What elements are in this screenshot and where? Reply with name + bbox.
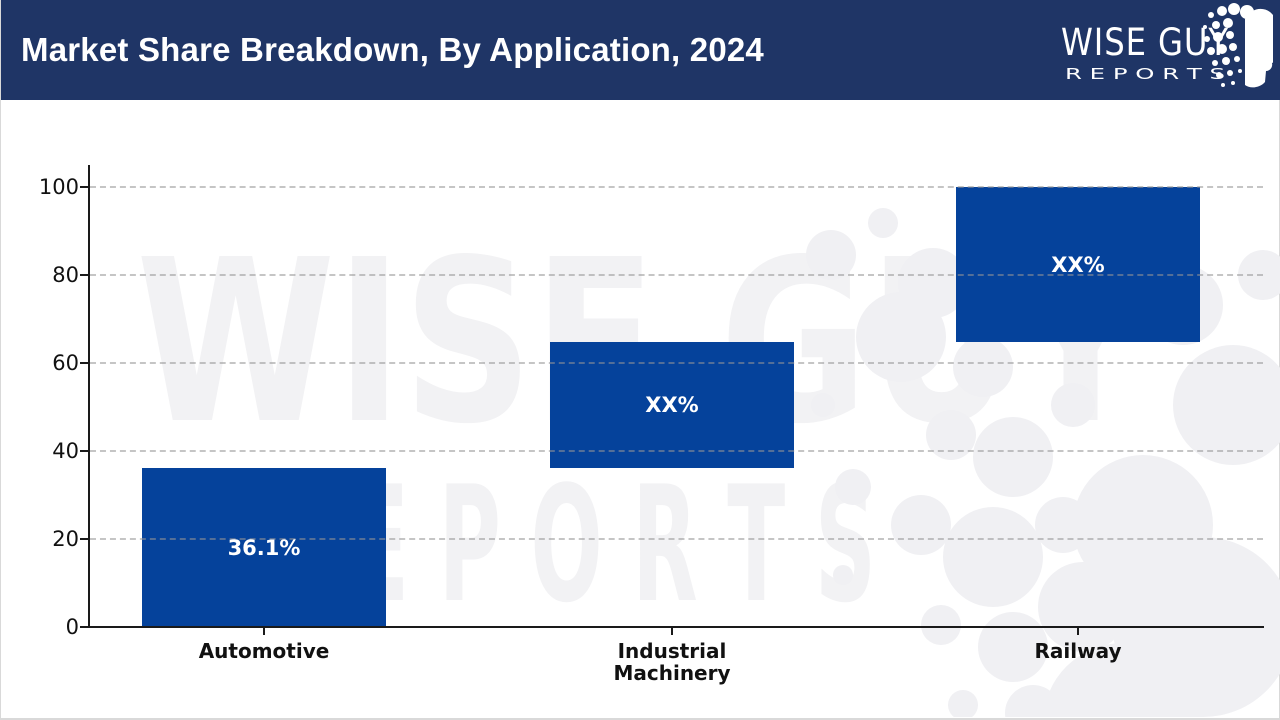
y-tick-label-0: 0 — [65, 615, 79, 639]
bar-automotive — [142, 468, 386, 627]
wiseguy-reports-logo: WISE GUY R E P O R T S — [1061, 3, 1273, 88]
bar-value-label-industrial-machinery: XX% — [645, 393, 699, 417]
y-tick-label-80: 80 — [52, 263, 79, 287]
y-tick-mark — [80, 626, 89, 628]
logo-wiseguy-text: WISE GUY — [1061, 21, 1229, 64]
x-category-label-industrial-machinery: Industrial Machinery — [613, 639, 731, 686]
gridline-80 — [90, 274, 1263, 276]
y-tick-mark — [80, 362, 89, 364]
x-tick-mark — [263, 628, 265, 635]
gridline-20 — [90, 538, 1263, 540]
y-tick-label-20: 20 — [52, 527, 79, 551]
x-tick-mark — [671, 628, 673, 635]
y-tick-label-40: 40 — [52, 439, 79, 463]
bar-value-label-automotive: 36.1% — [227, 535, 301, 560]
y-tick-mark — [80, 274, 89, 276]
gridline-40 — [90, 450, 1263, 452]
logo-dotted-head-icon — [1203, 3, 1273, 88]
y-tick-mark — [80, 450, 89, 452]
header-bar: Market Share Breakdown, By Application, … — [1, 0, 1280, 100]
x-category-label-automotive: Automotive — [198, 639, 330, 663]
chart-title: Market Share Breakdown, By Application, … — [21, 31, 764, 68]
y-tick-mark — [80, 186, 89, 188]
x-tick-mark — [1077, 628, 1079, 635]
x-axis-line — [88, 626, 1264, 628]
gridline-60 — [90, 362, 1263, 364]
y-tick-label-100: 100 — [38, 175, 79, 199]
y-tick-label-60: 60 — [52, 351, 79, 375]
gridline-100 — [90, 186, 1263, 188]
bar-value-label-railway: XX% — [1051, 252, 1105, 277]
x-category-label-railway: Railway — [1034, 639, 1122, 663]
y-axis-line — [88, 165, 90, 627]
logo-reports-text: R E P O R T S — [1065, 65, 1225, 83]
y-tick-mark — [80, 538, 89, 540]
